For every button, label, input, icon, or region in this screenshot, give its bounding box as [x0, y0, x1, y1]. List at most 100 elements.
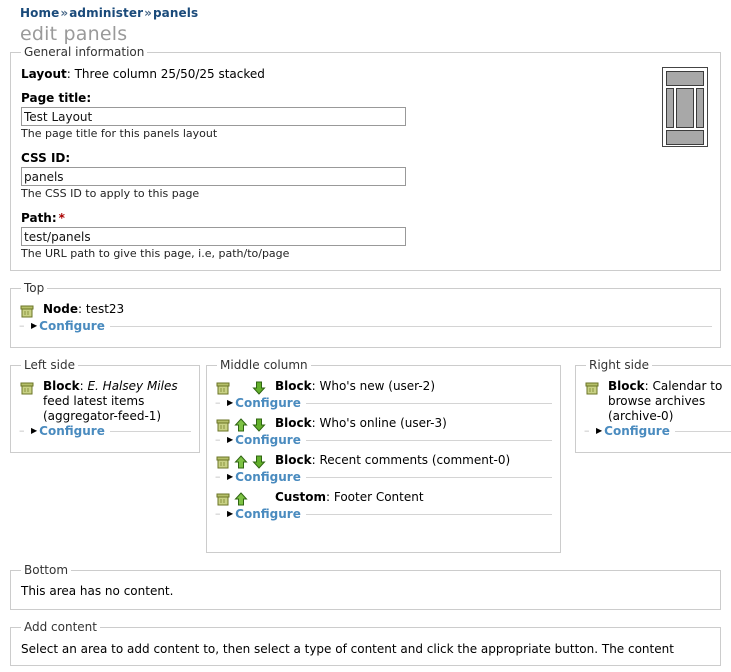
region-middle-wrapper: Middle column — [206, 358, 561, 563]
delete-icon[interactable] — [215, 454, 231, 470]
add-content-description: Select an area to add content to, then s… — [21, 642, 674, 656]
configure-rule — [305, 439, 552, 441]
css-id-label-text: CSS ID: — [21, 151, 71, 165]
configure-rule — [109, 430, 191, 432]
path-description: The URL path to give this page, i.e, pat… — [21, 247, 290, 260]
breadcrumb-item-administer[interactable]: administer — [69, 6, 144, 20]
configure-dash: – — [19, 319, 25, 332]
configure-row: – ▶ Configure — [19, 319, 712, 333]
pane-type: Block — [608, 379, 645, 393]
delete-icon[interactable] — [215, 491, 231, 507]
required-marker: * — [58, 211, 65, 225]
css-id-description: The CSS ID to apply to this page — [21, 187, 200, 200]
pane-type: Custom — [275, 490, 326, 504]
pane-type: Node — [43, 302, 79, 316]
move-up-icon[interactable] — [233, 454, 249, 470]
delete-icon[interactable] — [19, 380, 35, 396]
layout-colon: : — [66, 67, 75, 81]
region-middle-legend: Middle column — [220, 358, 308, 372]
thumbnail-left-column — [666, 88, 675, 128]
panel-pane-row: Block: Who's online (user-3) — [215, 416, 552, 433]
move-down-icon[interactable] — [251, 380, 267, 396]
breadcrumb-item-home[interactable]: Home — [20, 6, 60, 20]
configure-row: – ▶ Configure — [215, 507, 552, 521]
css-id-input[interactable] — [21, 167, 406, 186]
pane-name-suffix: feed latest items (aggregator-feed-1) — [43, 394, 162, 423]
pane-name: test23 — [85, 302, 125, 316]
delete-icon[interactable] — [215, 380, 231, 396]
thumbnail-columns — [666, 88, 704, 128]
pane-label: Block: Calendar to browse archives (arch… — [608, 379, 723, 423]
configure-dash: – — [215, 507, 221, 520]
configure-link[interactable]: Configure — [235, 470, 301, 484]
configure-link[interactable]: Configure — [39, 424, 105, 438]
configure-link[interactable]: Configure — [604, 424, 670, 438]
triangle-right-icon: ▶ — [227, 398, 234, 407]
pane-type: Block — [275, 453, 312, 467]
general-information-fieldset: General information Layout: Three column… — [10, 45, 721, 271]
panel-pane-row: Block: Calendar to browse archives (arch… — [584, 379, 731, 424]
configure-link[interactable]: Configure — [39, 319, 105, 333]
configure-dash: – — [215, 396, 221, 409]
region-top-fieldset: Top Node: test23 – ▶ Configure — [10, 281, 721, 348]
layout-value: Three column 25/50/25 stacked — [74, 67, 265, 81]
configure-link[interactable]: Configure — [235, 396, 301, 410]
css-id-field-label: CSS ID: — [21, 151, 712, 165]
region-left-wrapper: Left side Block: E. Ha — [10, 358, 200, 463]
page-title-label-text: Page title: — [21, 91, 92, 105]
configure-link[interactable]: Configure — [235, 507, 301, 521]
breadcrumb: Home»administer»panels — [10, 0, 721, 22]
configure-rule — [305, 402, 552, 404]
layout-label: Layout — [21, 67, 67, 81]
path-input[interactable] — [21, 227, 406, 246]
configure-dash: – — [584, 424, 590, 437]
breadcrumb-item-panels[interactable]: panels — [152, 6, 199, 20]
move-down-icon[interactable] — [251, 454, 267, 470]
region-bottom-fieldset: Bottom This area has no content. — [10, 563, 721, 610]
page-title: edit panels — [20, 23, 128, 45]
icon-spacer — [233, 380, 249, 396]
icon-spacer — [251, 491, 267, 507]
region-right-wrapper: Right side Block: Cale — [575, 358, 731, 463]
thumbnail-bottom-band — [666, 130, 704, 145]
thumbnail-middle-column — [676, 88, 694, 128]
configure-rule — [305, 513, 552, 515]
triangle-right-icon: ▶ — [227, 472, 234, 481]
triangle-right-icon: ▶ — [31, 321, 38, 330]
pane-name: Recent comments (comment-0) — [319, 453, 511, 467]
pane-icons — [215, 416, 269, 433]
breadcrumb-separator: » — [144, 6, 152, 20]
thumbnail-top-band — [666, 71, 704, 86]
pane-icons — [584, 379, 602, 396]
delete-icon[interactable] — [584, 380, 600, 396]
layout-summary: Layout: Three column 25/50/25 stacked — [21, 67, 712, 81]
panel-pane-row: Node: test23 — [19, 302, 712, 319]
configure-row: – ▶ Configure — [215, 396, 552, 410]
configure-dash: – — [19, 424, 25, 437]
panel-pane-row: Custom: Footer Content — [215, 490, 552, 507]
general-information-legend: General information — [24, 45, 145, 59]
configure-rule — [305, 476, 552, 478]
pane-name: Who's online (user-3) — [319, 416, 447, 430]
pane-icons — [215, 490, 269, 507]
panel-pane-row: Block: Recent comments (comment-0) — [215, 453, 552, 470]
region-bottom-legend: Bottom — [24, 563, 69, 577]
pane-label: Block: Who's online (user-3) — [275, 416, 447, 430]
thumbnail-right-column — [695, 88, 704, 128]
region-left-fieldset: Left side Block: E. Ha — [10, 358, 200, 453]
pane-type: Block — [275, 416, 312, 430]
panel-pane-row: Block: E. Halsey Miles feed latest items… — [19, 379, 191, 424]
triangle-right-icon: ▶ — [227, 435, 234, 444]
configure-dash: – — [215, 433, 221, 446]
page-title-input[interactable] — [21, 107, 406, 126]
move-up-icon[interactable] — [233, 491, 249, 507]
delete-icon[interactable] — [19, 303, 35, 319]
configure-row: – ▶ Configure — [584, 424, 731, 438]
move-down-icon[interactable] — [251, 417, 267, 433]
delete-icon[interactable] — [215, 417, 231, 433]
move-up-icon[interactable] — [233, 417, 249, 433]
configure-link[interactable]: Configure — [235, 433, 301, 447]
add-content-fieldset: Add content Select an area to add conten… — [10, 620, 721, 666]
pane-type: Block — [43, 379, 80, 393]
